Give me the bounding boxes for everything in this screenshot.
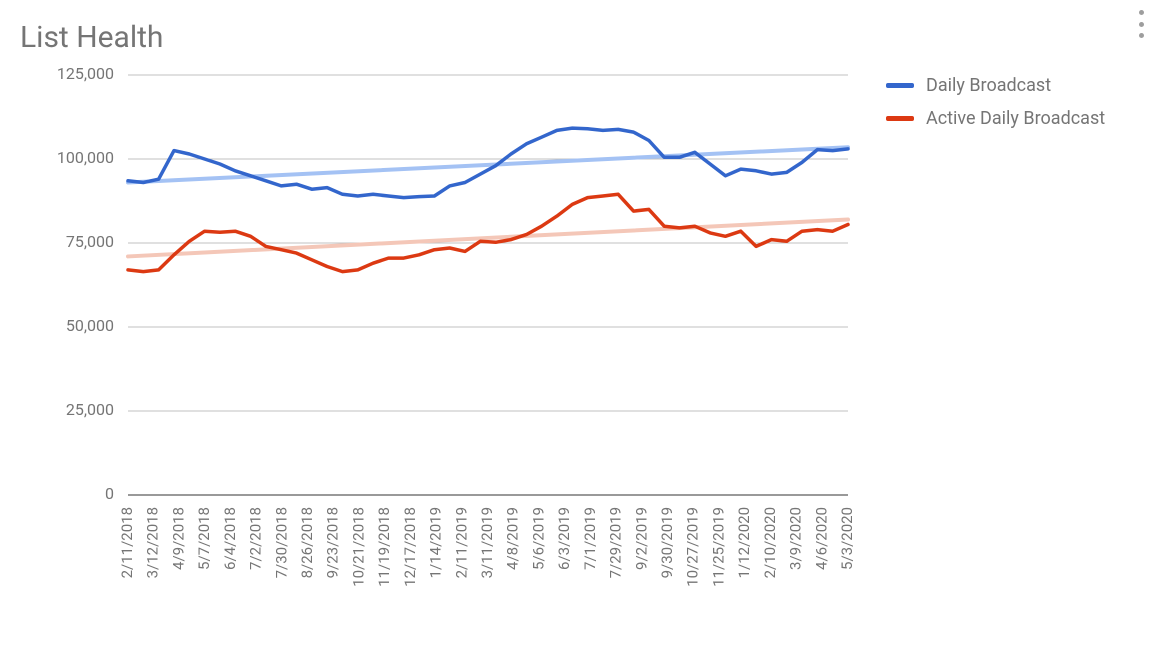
chart-plot: 0 25,000 50,000 75,000 100,000 125,000 2/11/20… <box>18 63 858 615</box>
x-axis-tick-label: 2/10/2020 <box>761 507 779 578</box>
series-line <box>128 194 848 271</box>
y-axis-tick-label: 100,000 <box>57 148 114 167</box>
y-axis-tick-label: 125,000 <box>57 64 114 83</box>
x-axis-tick-label: 4/8/2019 <box>504 507 522 570</box>
x-axis-tick-label: 8/26/2018 <box>298 507 316 578</box>
x-axis-tick-label: 12/17/2018 <box>401 507 419 587</box>
y-axis-tick-label: 25,000 <box>66 400 114 419</box>
x-axis-tick-label: 10/21/2018 <box>349 507 367 587</box>
x-axis-tick-label: 9/2/2019 <box>632 507 650 570</box>
legend-swatch <box>886 83 914 88</box>
chart-legend: Daily Broadcast Active Daily Broadcast <box>886 75 1105 141</box>
x-axis-tick-label: 10/27/2019 <box>684 507 702 587</box>
legend-label: Active Daily Broadcast <box>926 108 1105 129</box>
x-axis-tick-label: 6/3/2019 <box>555 507 573 570</box>
x-axis-tick-label: 5/3/2020 <box>838 507 856 570</box>
x-axis-tick-label: 3/9/2020 <box>787 507 805 570</box>
x-axis-tick-label: 9/23/2018 <box>324 507 342 578</box>
x-axis-tick-label: 7/2/2018 <box>247 507 265 570</box>
x-axis-tick-label: 9/30/2019 <box>658 507 676 578</box>
x-axis-tick-label: 7/29/2019 <box>607 507 625 578</box>
y-axis-tick-label: 0 <box>105 484 114 503</box>
legend-swatch <box>886 116 914 121</box>
series-line <box>128 128 848 198</box>
y-axis-tick-label: 50,000 <box>66 316 114 335</box>
x-axis-tick-label: 4/9/2018 <box>169 507 187 570</box>
y-axis-tick-label: 75,000 <box>66 232 114 251</box>
trend-line <box>128 147 848 182</box>
x-axis-tick-label: 5/7/2018 <box>195 507 213 570</box>
x-axis-tick-label: 1/14/2019 <box>427 507 445 578</box>
legend-item[interactable]: Daily Broadcast <box>886 75 1105 96</box>
chart-title: List Health <box>20 20 1146 55</box>
legend-label: Daily Broadcast <box>926 75 1051 96</box>
x-axis-tick-label: 6/4/2018 <box>221 507 239 570</box>
x-axis-tick-label: 7/1/2019 <box>581 507 599 570</box>
x-axis-tick-label: 7/30/2018 <box>272 507 290 578</box>
x-axis-tick-label: 3/12/2018 <box>144 507 162 578</box>
kebab-menu-icon[interactable] <box>1132 6 1150 42</box>
x-axis-tick-label: 11/19/2018 <box>375 507 393 587</box>
x-axis-tick-label: 3/11/2019 <box>478 507 496 578</box>
legend-item[interactable]: Active Daily Broadcast <box>886 108 1105 129</box>
x-axis-tick-label: 5/6/2019 <box>529 507 547 570</box>
x-axis-tick-label: 4/6/2020 <box>812 507 830 570</box>
trend-line <box>128 219 848 256</box>
x-axis-tick-label: 2/11/2018 <box>118 507 136 578</box>
x-axis-tick-label: 2/11/2019 <box>452 507 470 578</box>
line-chart-svg: 0 25,000 50,000 75,000 100,000 125,000 2/11/20… <box>18 63 858 615</box>
x-axis-tick-label: 11/25/2019 <box>709 507 727 587</box>
x-axis-tick-label: 1/12/2020 <box>735 507 753 578</box>
